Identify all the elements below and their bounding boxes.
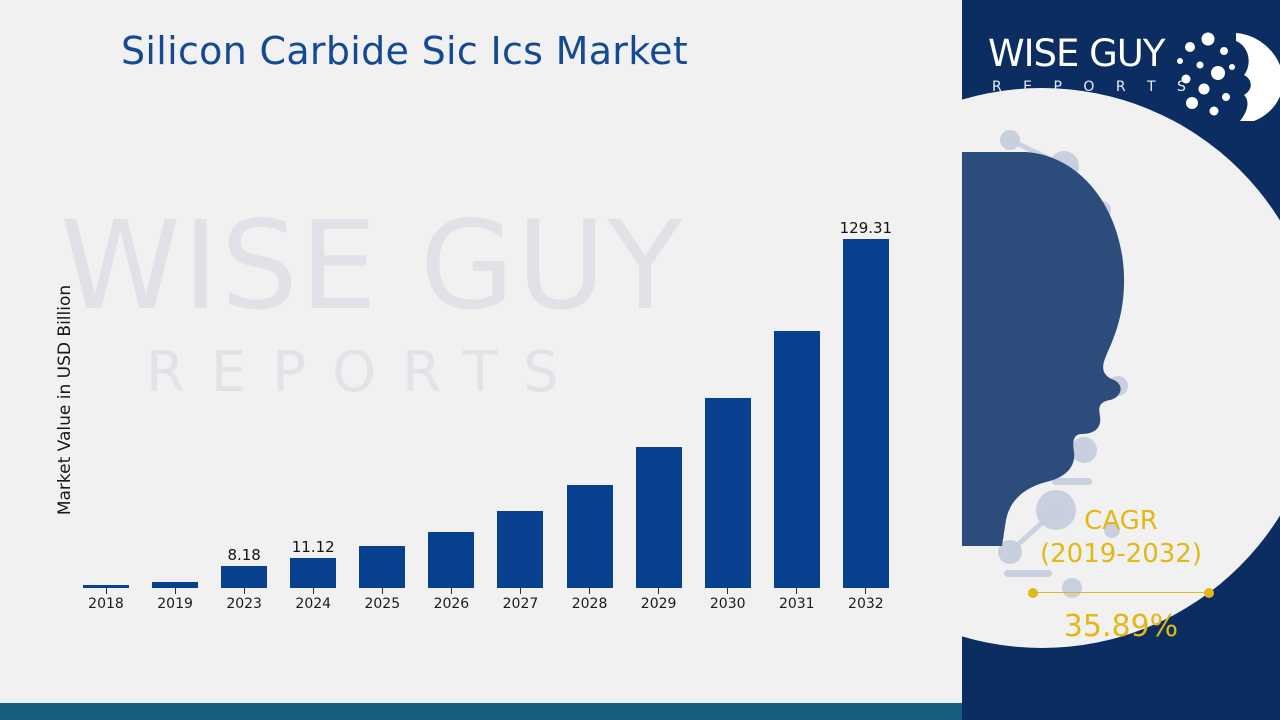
- bar-rect[interactable]: [221, 565, 268, 588]
- bottom-accent-strip: [0, 703, 962, 720]
- x-tick: 2023: [214, 588, 274, 611]
- x-tick-label: 2028: [571, 596, 608, 612]
- chart-title: Silicon Carbide Sic Ics Market: [121, 29, 689, 73]
- bar-group[interactable]: [698, 180, 758, 588]
- bar-group[interactable]: 129.31: [836, 180, 896, 588]
- tick-mark: [796, 588, 798, 594]
- bar-rect[interactable]: [773, 330, 820, 588]
- bar-rect[interactable]: [704, 397, 751, 588]
- head-profile-icon: [962, 152, 1125, 546]
- x-tick-label: 2027: [502, 596, 539, 612]
- cagr-title: CAGR: [1084, 506, 1158, 536]
- cagr-block: CAGR (2019-2032) 35.89%: [962, 505, 1280, 642]
- bar-group[interactable]: [352, 180, 412, 588]
- bar-rect[interactable]: [83, 585, 129, 588]
- x-tick: 2032: [836, 588, 896, 611]
- x-tick: 2019: [145, 588, 205, 611]
- x-tick: 2024: [283, 588, 343, 611]
- bar-group[interactable]: [421, 180, 481, 588]
- tick-mark: [865, 588, 867, 594]
- x-tick-label: 2032: [848, 596, 884, 612]
- bar-rect[interactable]: [635, 446, 682, 588]
- logo-subtitle: R E P O R T S: [992, 79, 1195, 95]
- tick-mark: [589, 588, 591, 594]
- bar-rect[interactable]: [359, 545, 406, 588]
- cagr-divider: [1028, 587, 1214, 598]
- x-tick: 2027: [490, 588, 550, 611]
- x-tick: 2028: [560, 588, 620, 611]
- tick-mark: [243, 588, 245, 594]
- cagr-period: (2019-2032): [1039, 539, 1202, 570]
- x-axis: 2018 2019 2023 2024 2025 2026 2027 2028 2029 2030…: [76, 588, 896, 622]
- bar-rect[interactable]: [566, 485, 613, 588]
- x-tick: 2018: [76, 588, 136, 611]
- x-tick-label: 2029: [640, 596, 677, 612]
- bar-rect[interactable]: [428, 531, 475, 588]
- tick-mark: [658, 588, 660, 594]
- logo-head-dots-icon: [1177, 32, 1280, 121]
- tick-mark: [105, 588, 107, 594]
- bar-rect[interactable]: [152, 581, 199, 588]
- bar-group[interactable]: [76, 180, 136, 588]
- divider-dot-right: [1204, 587, 1214, 598]
- bar-value-label: 11.12: [291, 537, 335, 556]
- x-tick: 2025: [352, 588, 412, 611]
- bar-group[interactable]: 8.18: [214, 180, 274, 588]
- bar-value-label: 8.18: [227, 545, 261, 564]
- divider-line: [1033, 591, 1209, 594]
- y-axis-label: Market Value in USD Billion: [55, 284, 75, 516]
- x-tick: 2026: [421, 588, 481, 611]
- x-tick: 2030: [698, 588, 758, 611]
- plot-area: 8.18 11.12 129.31: [76, 180, 896, 588]
- bar-group[interactable]: [560, 180, 620, 588]
- x-tick-label: 2024: [295, 596, 332, 612]
- x-tick: 2029: [629, 588, 689, 611]
- cagr-value: 35.89%: [1063, 608, 1179, 644]
- bar-group[interactable]: [145, 180, 205, 588]
- x-tick-label: 2019: [157, 596, 193, 612]
- bar-rect[interactable]: [497, 511, 544, 588]
- bar-group[interactable]: [767, 180, 827, 588]
- tick-mark: [727, 588, 729, 594]
- tick-mark: [174, 588, 176, 594]
- chart-panel: WISE GUY REPORTS Silicon Carbide Sic Ics…: [0, 29, 962, 720]
- x-tick: 2031: [767, 588, 827, 611]
- bar-value-label: 129.31: [839, 218, 893, 237]
- bar-group[interactable]: [490, 180, 550, 588]
- bar-group[interactable]: [629, 180, 689, 588]
- bar-rect[interactable]: [842, 238, 889, 588]
- x-tick-label: 2030: [709, 596, 746, 612]
- bars-row: 8.18 11.12 129.31: [76, 180, 896, 588]
- x-tick-label: 2026: [433, 596, 470, 612]
- x-tick-label: 2025: [364, 596, 401, 612]
- bar-group[interactable]: 11.12: [283, 180, 343, 588]
- bar-rect[interactable]: [290, 557, 337, 588]
- brand-logo: WISE GUY R E P O R T S: [988, 32, 1280, 121]
- tick-mark: [450, 588, 452, 594]
- tick-mark: [381, 588, 383, 594]
- x-tick-row: 2018 2019 2023 2024 2025 2026 2027 2028 2029 2030…: [76, 588, 896, 611]
- side-panel: WISE GUY R E P O R T S CAGR (2019-2032) …: [962, 0, 1280, 720]
- tick-mark: [312, 588, 314, 594]
- logo-wordmark: WISE GUY: [988, 32, 1165, 75]
- x-tick-label: 2031: [778, 596, 815, 612]
- x-tick-label: 2018: [88, 596, 124, 612]
- x-tick-label: 2023: [226, 596, 262, 612]
- tick-mark: [519, 588, 521, 594]
